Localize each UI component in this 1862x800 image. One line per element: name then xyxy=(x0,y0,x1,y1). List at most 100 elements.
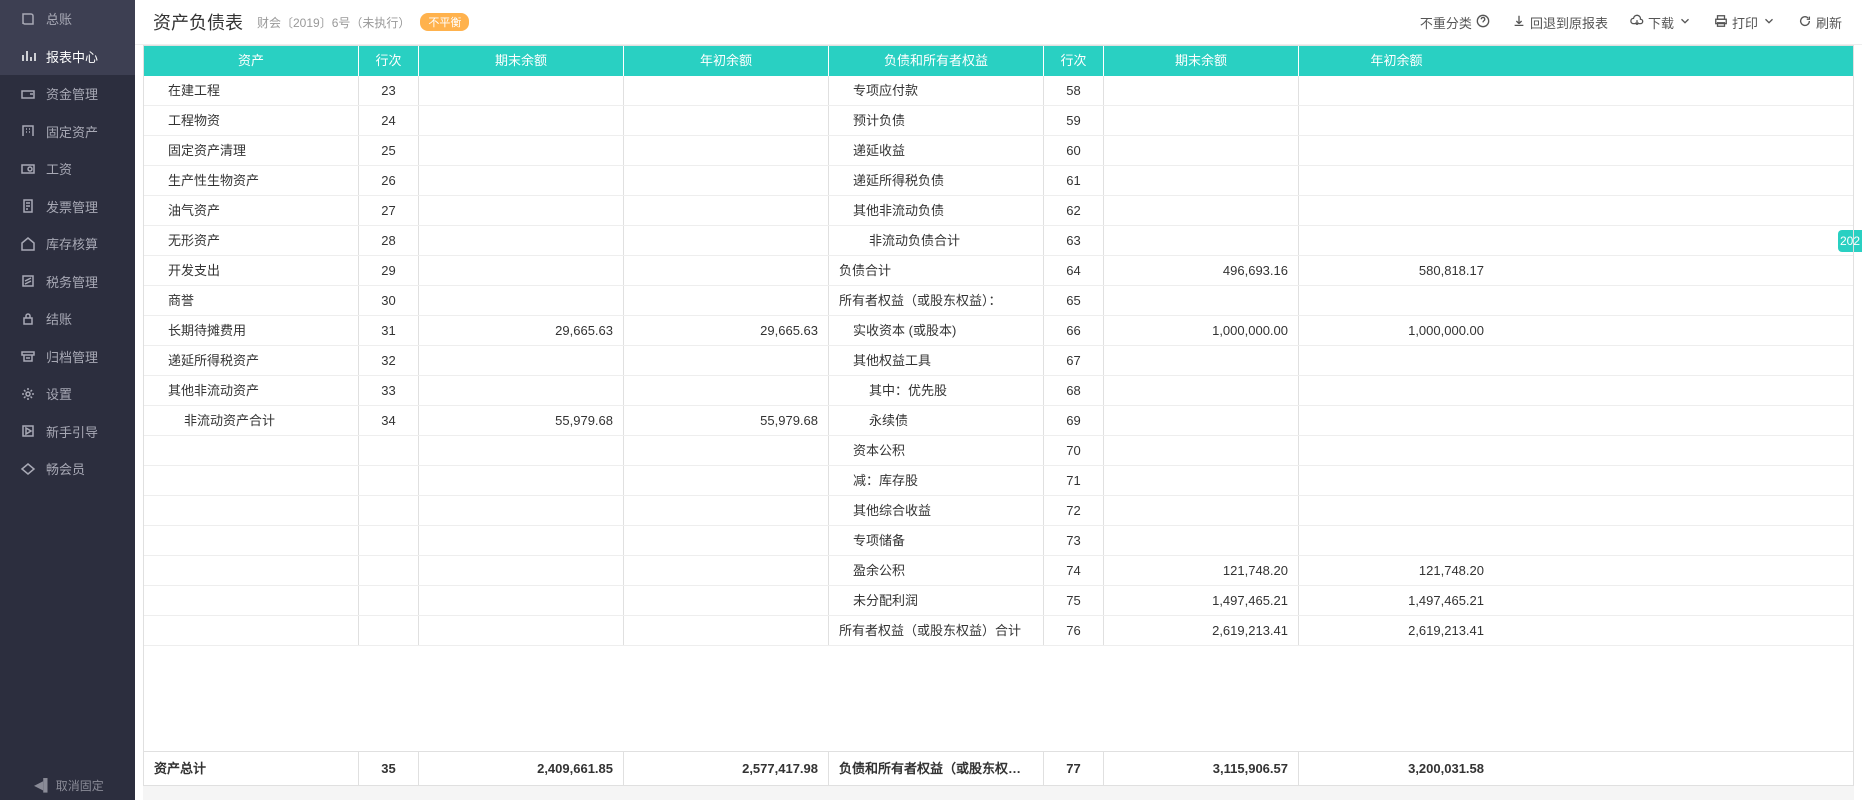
refresh-action[interactable]: 刷新 xyxy=(1798,13,1842,32)
sidebar-item-5[interactable]: 发票管理 xyxy=(0,188,135,226)
liab-begin xyxy=(1299,466,1494,495)
asset-end: 29,665.63 xyxy=(419,316,624,345)
asset-rowno: 27 xyxy=(359,196,419,225)
asset-end xyxy=(419,136,624,165)
liab-name: 专项储备 xyxy=(829,526,1044,555)
table-row[interactable]: 非流动资产合计3455,979.6855,979.68永续债69 xyxy=(144,406,1853,436)
footer-asset-row: 35 xyxy=(359,752,419,785)
liab-name: 其中：优先股 xyxy=(829,376,1044,405)
footer-asset-end: 2,409,661.85 xyxy=(419,752,624,785)
liab-end xyxy=(1104,76,1299,105)
sidebar-item-2[interactable]: 资金管理 xyxy=(0,75,135,113)
liab-end: 2,619,213.41 xyxy=(1104,616,1299,645)
download-action[interactable]: 下载 xyxy=(1630,13,1692,32)
col-asset: 资产 xyxy=(144,46,359,76)
liab-begin: 1,497,465.21 xyxy=(1299,586,1494,615)
table-row[interactable]: 资本公积70 xyxy=(144,436,1853,466)
col-liab: 负债和所有者权益 xyxy=(829,46,1044,76)
asset-name: 商誉 xyxy=(144,286,359,315)
table-row[interactable]: 减：库存股71 xyxy=(144,466,1853,496)
table-row[interactable]: 长期待摊费用3129,665.6329,665.63实收资本 (或股本)661,… xyxy=(144,316,1853,346)
liab-rowno: 60 xyxy=(1044,136,1104,165)
sidebar-pin-toggle[interactable]: ◀▌ 取消固定 xyxy=(0,770,135,800)
sidebar-item-9[interactable]: 归档管理 xyxy=(0,338,135,376)
sidebar-item-4[interactable]: 工资 xyxy=(0,150,135,188)
sidebar-item-6[interactable]: 库存核算 xyxy=(0,225,135,263)
sidebar-item-1[interactable]: 报表中心 xyxy=(0,38,135,76)
table-row[interactable]: 无形资产28非流动负债合计63 xyxy=(144,226,1853,256)
liab-name: 预计负债 xyxy=(829,106,1044,135)
table-row[interactable]: 递延所得税资产32其他权益工具67 xyxy=(144,346,1853,376)
liab-rowno: 58 xyxy=(1044,76,1104,105)
footer-liab-total: 负债和所有者权益（或股东权益）总计 xyxy=(829,752,1044,785)
balance-sheet-table: 资产 行次 期末余额 年初余额 负债和所有者权益 行次 期末余额 年初余额 在建… xyxy=(143,45,1854,786)
col-begin: 年初余额 xyxy=(624,46,829,76)
asset-name xyxy=(144,496,359,525)
sidebar-item-10[interactable]: 设置 xyxy=(0,375,135,413)
print-action[interactable]: 打印 xyxy=(1714,13,1776,32)
liab-begin xyxy=(1299,496,1494,525)
sidebar-item-3[interactable]: 固定资产 xyxy=(0,113,135,151)
liab-begin: 580,818.17 xyxy=(1299,256,1494,285)
liab-begin xyxy=(1299,166,1494,195)
footer-asset-total: 资产总计 xyxy=(144,752,359,785)
col-end2: 期末余额 xyxy=(1104,46,1299,76)
building-icon xyxy=(20,123,36,139)
horizontal-scrollbar[interactable] xyxy=(143,786,1854,800)
table-row[interactable]: 在建工程23专项应付款58 xyxy=(144,76,1853,106)
liab-begin xyxy=(1299,106,1494,135)
liab-end xyxy=(1104,346,1299,375)
liab-name: 非流动负债合计 xyxy=(829,226,1044,255)
sidebar-item-7[interactable]: 税务管理 xyxy=(0,263,135,301)
table-row[interactable]: 所有者权益（或股东权益）合计762,619,213.412,619,213.41 xyxy=(144,616,1853,646)
liab-name: 专项应付款 xyxy=(829,76,1044,105)
asset-end xyxy=(419,496,624,525)
asset-end xyxy=(419,166,624,195)
liab-name: 递延所得税负债 xyxy=(829,166,1044,195)
liab-end xyxy=(1104,496,1299,525)
asset-name: 无形资产 xyxy=(144,226,359,255)
revert-action[interactable]: 回退到原报表 xyxy=(1512,13,1608,32)
sidebar-item-11[interactable]: 新手引导 xyxy=(0,413,135,451)
table-row[interactable]: 开发支出29负债合计64496,693.16580,818.17 xyxy=(144,256,1853,286)
liab-begin xyxy=(1299,346,1494,375)
asset-begin xyxy=(624,166,829,195)
table-row[interactable]: 商誉30所有者权益（或股东权益）：65 xyxy=(144,286,1853,316)
vip-icon xyxy=(20,461,36,477)
sidebar-item-12[interactable]: 畅会员 xyxy=(0,450,135,488)
liab-begin xyxy=(1299,136,1494,165)
table-row[interactable]: 油气资产27其他非流动负债62 xyxy=(144,196,1853,226)
asset-name: 递延所得税资产 xyxy=(144,346,359,375)
no-classify-action[interactable]: 不重分类 xyxy=(1420,13,1490,32)
play-icon xyxy=(20,423,36,439)
sidebar-item-0[interactable]: 总账 xyxy=(0,0,135,38)
table-row[interactable]: 工程物资24预计负债59 xyxy=(144,106,1853,136)
table-body[interactable]: 在建工程23专项应付款58工程物资24预计负债59固定资产清理25递延收益60生… xyxy=(144,76,1853,751)
table-header: 资产 行次 期末余额 年初余额 负债和所有者权益 行次 期末余额 年初余额 xyxy=(144,46,1853,76)
asset-rowno: 34 xyxy=(359,406,419,435)
page-title: 资产负债表 xyxy=(153,9,243,35)
asset-end xyxy=(419,226,624,255)
table-row[interactable]: 其他综合收益72 xyxy=(144,496,1853,526)
liab-begin xyxy=(1299,406,1494,435)
sidebar-item-label: 总账 xyxy=(46,9,72,28)
table-row[interactable]: 专项储备73 xyxy=(144,526,1853,556)
unbalanced-badge: 不平衡 xyxy=(420,13,469,31)
table-row[interactable]: 生产性生物资产26递延所得税负债61 xyxy=(144,166,1853,196)
liab-begin xyxy=(1299,436,1494,465)
liab-rowno: 70 xyxy=(1044,436,1104,465)
table-row[interactable]: 其他非流动资产33其中：优先股68 xyxy=(144,376,1853,406)
col-rowno: 行次 xyxy=(359,46,419,76)
tax-icon xyxy=(20,273,36,289)
gear-icon xyxy=(20,386,36,402)
asset-end xyxy=(419,106,624,135)
asset-rowno xyxy=(359,616,419,645)
table-row[interactable]: 盈余公积74121,748.20121,748.20 xyxy=(144,556,1853,586)
table-row[interactable]: 未分配利润751,497,465.211,497,465.21 xyxy=(144,586,1853,616)
asset-end xyxy=(419,376,624,405)
sidebar-item-8[interactable]: 结账 xyxy=(0,300,135,338)
table-row[interactable]: 固定资产清理25递延收益60 xyxy=(144,136,1853,166)
asset-begin xyxy=(624,76,829,105)
liab-rowno: 72 xyxy=(1044,496,1104,525)
liab-rowno: 62 xyxy=(1044,196,1104,225)
